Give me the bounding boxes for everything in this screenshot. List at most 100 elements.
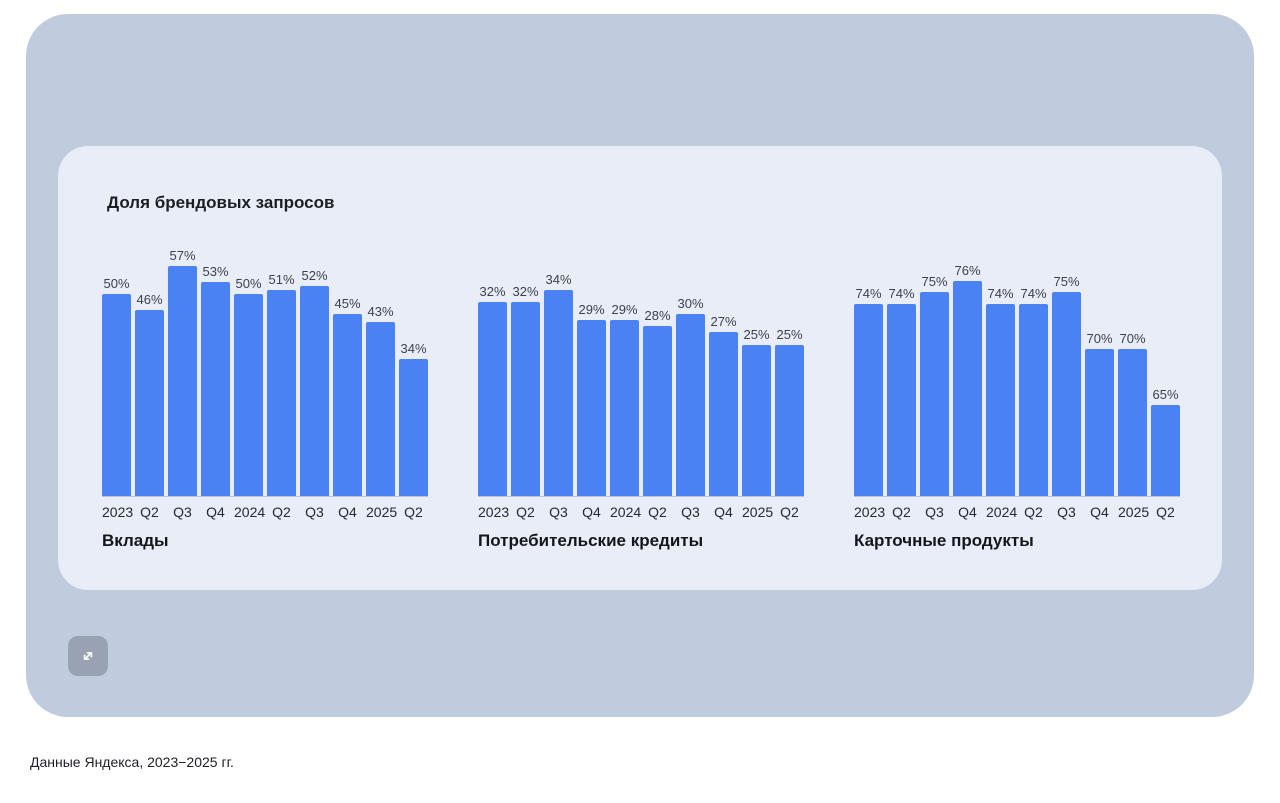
bar-column: 57% [168, 246, 197, 496]
bar-value-label: 34% [400, 341, 427, 356]
chart-consumer-loans: 32% 32% 34% 29% 29% 28% 30% 27% 25% 25% 2023 Q2 Q3 Q… [478, 246, 804, 551]
x-axis-label: Q2 [1156, 504, 1175, 520]
bar-value-label: 29% [611, 302, 638, 317]
bar-value-label: 32% [479, 284, 506, 299]
x-axis-label: Q2 [648, 504, 667, 520]
bar-plot-card-products: 74% 74% 75% 76% 74% 74% 75% 70% 70% 65% [854, 246, 1180, 497]
chart-deposits: 50% 46% 57% 53% 50% 51% 52% 45% 43% 34% 2023 Q2 Q3 Q… [102, 246, 428, 551]
x-axis-label: 2023 [102, 504, 134, 520]
bar-column: 43% [366, 246, 395, 496]
bar-value-label: 50% [103, 276, 130, 291]
bar-value-label: 57% [169, 248, 196, 263]
bar-column: 50% [234, 246, 263, 496]
x-axis-label: Q2 [404, 504, 423, 520]
bar [953, 281, 982, 496]
bar-value-label: 75% [921, 274, 948, 289]
chart-card-products: 74% 74% 75% 76% 74% 74% 75% 70% 70% 65% 2023 Q2 Q3 Q… [854, 246, 1180, 551]
x-axis-label: 2025 [742, 504, 774, 520]
slide-card: Доля брендовых запросов 50% 46% 57% 53% 50% 5… [26, 14, 1254, 717]
bar-value-label: 52% [301, 268, 328, 283]
bar [511, 302, 540, 496]
x-axis-label: Q3 [681, 504, 700, 520]
bar-value-label: 46% [136, 292, 163, 307]
bar-column: 70% [1118, 246, 1147, 496]
bar-value-label: 76% [954, 263, 981, 278]
bar [1118, 349, 1147, 496]
expand-arrows-icon [78, 646, 98, 666]
x-axis-label: Q4 [1090, 504, 1109, 520]
bar-plot-consumer-loans: 32% 32% 34% 29% 29% 28% 30% 27% 25% 25% [478, 246, 804, 497]
bar [775, 345, 804, 496]
bar-value-label: 28% [644, 308, 671, 323]
bar [920, 292, 949, 496]
chart-subtitle-consumer-loans: Потребительские кредиты [478, 531, 704, 550]
x-axis-label: Q3 [549, 504, 568, 520]
bar [709, 332, 738, 496]
expand-button[interactable] [68, 636, 108, 676]
bar-column: 29% [610, 246, 639, 496]
bar [478, 302, 507, 496]
bar-value-label: 70% [1086, 331, 1113, 346]
x-axis-label: Q3 [305, 504, 324, 520]
x-axis-label: Q4 [714, 504, 733, 520]
bar [168, 266, 197, 496]
bar [854, 304, 883, 496]
bar-value-label: 34% [545, 272, 572, 287]
x-axis-label: Q2 [272, 504, 291, 520]
bar-value-label: 25% [743, 327, 770, 342]
bar-column: 34% [544, 246, 573, 496]
bar [234, 294, 263, 496]
bar-column: 74% [854, 246, 883, 496]
chart-title: Доля брендовых запросов [107, 193, 335, 212]
bar [300, 286, 329, 496]
bar [201, 282, 230, 496]
bar [333, 314, 362, 496]
x-axis-label: Q3 [925, 504, 944, 520]
x-axis-label: Q4 [338, 504, 357, 520]
x-axis-label: 2025 [366, 504, 398, 520]
bar-value-label: 65% [1152, 387, 1179, 402]
x-axis-label: Q3 [1057, 504, 1076, 520]
x-axis-label: 2025 [1118, 504, 1150, 520]
bar [399, 359, 428, 496]
bar-value-label: 74% [1020, 286, 1047, 301]
x-axis-label: 2024 [610, 504, 642, 520]
bar-column: 27% [709, 246, 738, 496]
chart-panel: Доля брендовых запросов 50% 46% 57% 53% 50% 5… [58, 146, 1222, 590]
bar-value-label: 30% [677, 296, 704, 311]
bar-column: 53% [201, 246, 230, 496]
bar-value-label: 53% [202, 264, 229, 279]
bar-value-label: 70% [1119, 331, 1146, 346]
source-caption: Данные Яндекса, 2023−2025 гг. [30, 754, 234, 770]
bar-value-label: 75% [1053, 274, 1080, 289]
bar-column: 29% [577, 246, 606, 496]
bar [1085, 349, 1114, 496]
x-axis-labels-card-products: 2023 Q2 Q3 Q4 2024 Q2 Q3 Q4 2025 Q2 [854, 504, 1180, 520]
bar-column: 46% [135, 246, 164, 496]
x-axis-label: Q4 [206, 504, 225, 520]
bar [267, 290, 296, 496]
bar-column: 32% [478, 246, 507, 496]
x-axis-label: Q2 [140, 504, 159, 520]
chart-subtitle-deposits: Вклады [102, 531, 169, 550]
x-axis-label: 2023 [478, 504, 510, 520]
bar [102, 294, 131, 496]
bar-column: 75% [920, 246, 949, 496]
bar [135, 310, 164, 496]
bar-column: 74% [887, 246, 916, 496]
x-axis-label: Q2 [892, 504, 911, 520]
bar-value-label: 45% [334, 296, 361, 311]
bar-column: 25% [775, 246, 804, 496]
x-axis-label: 2024 [986, 504, 1018, 520]
bar-value-label: 50% [235, 276, 262, 291]
x-axis-label: Q3 [173, 504, 192, 520]
bar [986, 304, 1015, 496]
x-axis-label: 2023 [854, 504, 886, 520]
bar [366, 322, 395, 496]
bar [1052, 292, 1081, 496]
bar-column: 76% [953, 246, 982, 496]
bar-column: 32% [511, 246, 540, 496]
bar-value-label: 25% [776, 327, 803, 342]
bar-value-label: 51% [268, 272, 295, 287]
x-axis-label: Q2 [780, 504, 799, 520]
